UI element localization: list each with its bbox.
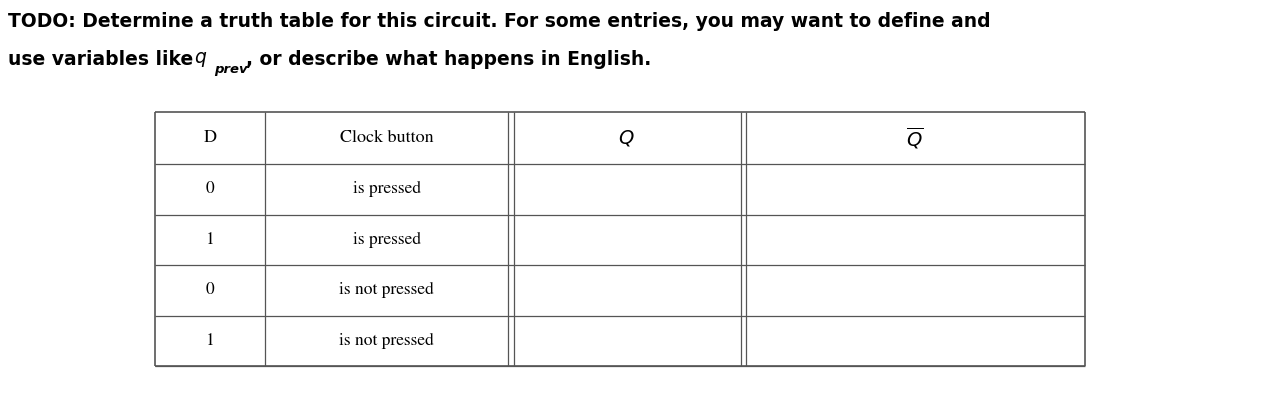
Text: 1: 1 (205, 333, 214, 349)
Text: $\mathit{q}$: $\mathit{q}$ (195, 50, 208, 69)
Text: $\mathit{Q}$: $\mathit{Q}$ (618, 128, 634, 148)
Text: use variables like: use variables like (8, 50, 200, 69)
Text: , or describe what happens in English.: , or describe what happens in English. (246, 50, 651, 69)
Text: is not pressed: is not pressed (339, 333, 434, 349)
Text: Clock button: Clock button (340, 130, 433, 146)
Text: is not pressed: is not pressed (339, 282, 434, 298)
Text: prev: prev (214, 63, 247, 76)
Text: is pressed: is pressed (353, 232, 420, 248)
Text: is pressed: is pressed (353, 181, 420, 197)
Text: TODO: Determine a truth table for this circuit. For some entries, you may want t: TODO: Determine a truth table for this c… (8, 12, 991, 31)
Text: $\overline{\mathit{Q}}$: $\overline{\mathit{Q}}$ (906, 125, 922, 151)
Text: 0: 0 (205, 282, 214, 298)
Text: 0: 0 (205, 181, 214, 197)
Text: D: D (204, 130, 217, 146)
Text: 1: 1 (205, 232, 214, 248)
